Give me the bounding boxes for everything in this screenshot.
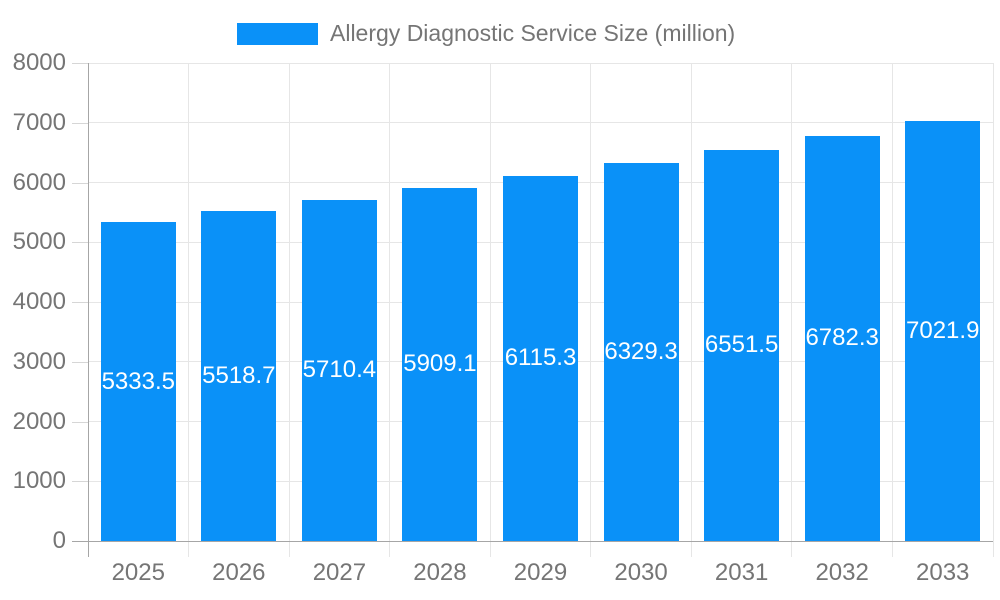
y-axis-tick-label: 6000 xyxy=(12,168,66,196)
bar-2032[interactable]: 6782.3 xyxy=(804,135,880,541)
gridline-vertical xyxy=(389,63,391,557)
bar-2029[interactable]: 6115.3 xyxy=(503,175,578,541)
x-axis-category-label: 2032 xyxy=(815,559,869,586)
y-axis-tick xyxy=(72,302,88,303)
y-axis-tick-label: 5000 xyxy=(12,228,66,256)
bar-2028[interactable]: 5909.1 xyxy=(402,187,478,541)
y-axis-tick-label: 0 xyxy=(52,527,66,554)
y-axis-tick xyxy=(72,481,88,483)
gridline-vertical xyxy=(590,63,592,557)
y-axis-tick xyxy=(72,242,88,244)
bar-2033[interactable]: 7021.9 xyxy=(905,121,981,541)
gridline-vertical xyxy=(288,63,290,557)
y-axis-tick-label: 7000 xyxy=(12,108,66,136)
gridline-horizontal xyxy=(88,62,993,64)
bar-value-label: 7021.9 xyxy=(906,317,980,345)
y-axis-tick xyxy=(72,361,88,363)
x-axis-line xyxy=(72,541,993,542)
y-axis-tick-label: 2000 xyxy=(12,407,66,435)
y-axis-line xyxy=(88,63,89,557)
gridline-vertical xyxy=(791,63,793,557)
y-axis-tick-label: 8000 xyxy=(12,49,66,76)
bar-value-label: 5518.7 xyxy=(202,362,276,390)
y-axis-tick xyxy=(72,182,88,184)
y-axis-tick-label: 4000 xyxy=(12,288,66,315)
y-axis-tick xyxy=(72,421,88,423)
gridline-vertical xyxy=(188,63,190,557)
bar-value-label: 5909.1 xyxy=(403,350,477,378)
y-axis-tick xyxy=(72,63,88,64)
gridline-horizontal xyxy=(88,122,993,124)
legend-label: Allergy Diagnostic Service Size (million… xyxy=(330,20,736,46)
x-axis-category-label: 2028 xyxy=(413,559,467,586)
gridline-vertical xyxy=(690,63,692,557)
y-axis-tick-label: 1000 xyxy=(12,467,66,495)
bar-value-label: 6782.3 xyxy=(805,324,879,352)
legend-swatch-icon xyxy=(237,22,318,45)
x-axis-category-label: 2031 xyxy=(714,559,769,586)
bar-2027[interactable]: 5710.4 xyxy=(301,199,377,541)
bar-2025[interactable]: 5333.5 xyxy=(100,222,176,541)
x-axis-category-label: 2029 xyxy=(513,559,568,586)
y-axis-tick-label: 3000 xyxy=(12,347,66,375)
gridline-vertical xyxy=(489,63,491,557)
gridline-vertical xyxy=(891,63,893,557)
y-axis-tick xyxy=(72,122,88,124)
bar-value-label: 6329.3 xyxy=(604,337,678,365)
bar-value-label: 6551.5 xyxy=(704,331,779,359)
x-axis-category-label: 2027 xyxy=(312,559,367,586)
bar-value-label: 5710.4 xyxy=(302,356,377,384)
gridline-vertical xyxy=(992,63,994,557)
bar-2031[interactable]: 6551.5 xyxy=(704,149,780,541)
x-axis-category-label: 2026 xyxy=(212,559,266,586)
x-axis-category-label: 2033 xyxy=(916,559,970,586)
chart-legend[interactable]: Allergy Diagnostic Service Size (million… xyxy=(237,20,735,47)
bar-value-label: 5333.5 xyxy=(101,367,175,395)
x-axis-category-label: 2030 xyxy=(614,559,668,586)
bar-2030[interactable]: 6329.3 xyxy=(603,162,679,541)
bar-2026[interactable]: 5518.7 xyxy=(201,211,277,541)
plot-area: 5333.5 5518.7 5710.4 5909.1 6115.3 6329.3 6551… xyxy=(88,62,994,557)
bar-value-label: 6115.3 xyxy=(504,344,577,372)
x-axis-category-label: 2025 xyxy=(111,559,165,586)
